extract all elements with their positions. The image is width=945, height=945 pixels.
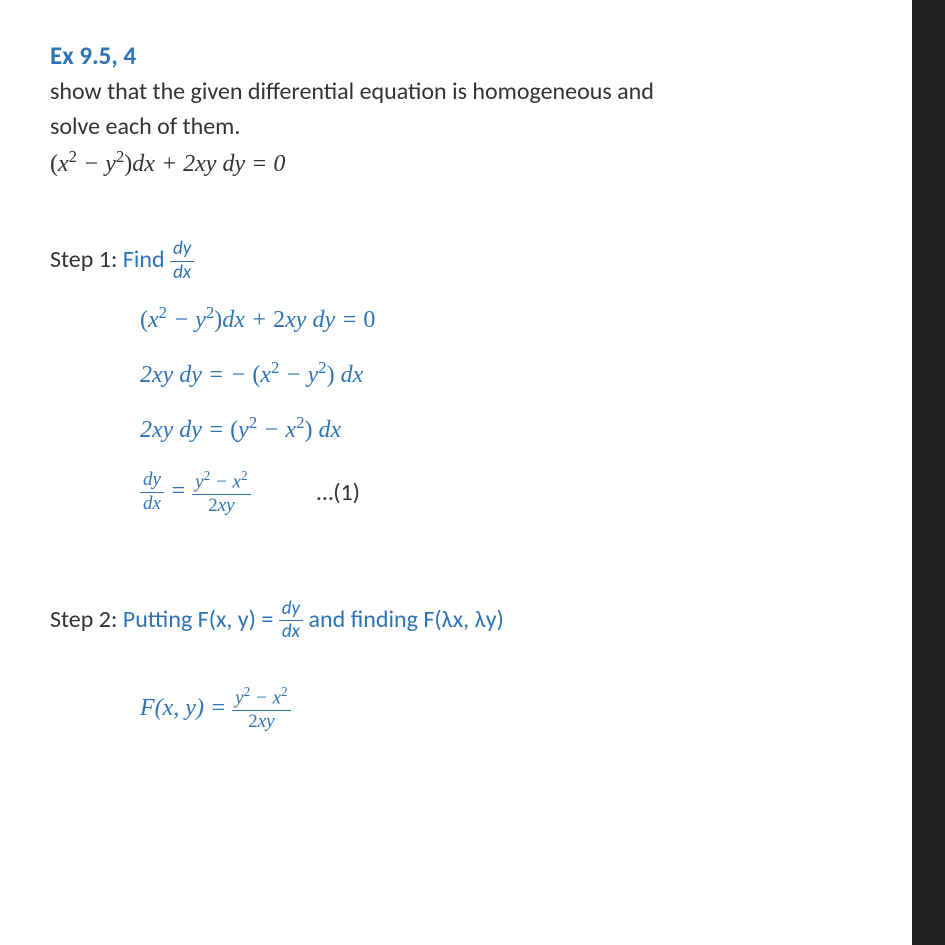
fraction-numerator: dy [140,469,164,493]
step2-eq1-rhs: y2 − x2 2xy [232,684,291,734]
step2-action-a: Putting F(x, y) = [123,605,279,634]
equals-sign: = [170,478,192,504]
step1-eq4-rhs: y2 − x2 2xy [192,468,251,518]
step2-eq1: F(x, y) = y2 − x2 2xy [140,684,862,734]
step2-dydx-fraction: dydx [279,598,303,645]
step2-eq1-lhs: F(x, y) = [140,695,232,721]
fraction-denominator: dx [279,621,303,644]
step1-eq2: 2xy dy = − (x2 − y2) dx [140,358,862,389]
fraction-numerator: y2 − x2 [232,684,291,711]
fraction-denominator: 2xy [232,711,291,734]
fraction-numerator: y2 − x2 [192,468,251,495]
problem-line-2: solve each of them. [50,112,862,141]
step1-eq3-c: dx [312,417,341,443]
step2-heading: Step 2: Putting F(x, y) = dydx and findi… [50,598,862,645]
step1-eq2-c: dx [335,362,364,388]
step1-heading: Step 1: Find dydx [50,238,862,285]
fraction-denominator: 2xy [192,495,251,518]
main-equation: (x2 − y2)dx + 2xy dy = 0 [50,147,862,178]
step1-eq3-a: 2xy dy = [140,417,230,443]
page-content: Ex 9.5, 4 show that the given differenti… [0,0,912,945]
step1-eq3: 2xy dy = (y2 − x2) dx [140,413,862,444]
fraction-numerator: dy [170,238,194,262]
step1-action: Find dydx [123,245,194,274]
fraction-numerator: dy [279,598,303,622]
fraction-denominator: dx [140,493,164,516]
step1-eq1: (x2 − y2)dx + 2xy dy = 0 [140,303,862,334]
step1-eq4-lhs: dy dx [140,469,164,516]
problem-line-1: show that the given differential equatio… [50,77,862,106]
step1-label: Step 1: [50,245,123,274]
step2-action-b: and finding F(λx, λy) [303,605,504,634]
step1-eq2-a: 2xy dy = − [140,362,252,388]
step2-label: Step 2: [50,605,123,634]
step2-action: Putting F(x, y) = dydx and finding F(λx,… [123,605,504,634]
step1-dydx-fraction: dydx [170,238,194,285]
right-sidebar [912,0,945,945]
step1-action-prefix: Find [123,245,170,274]
fraction-denominator: dx [170,262,194,285]
exercise-title: Ex 9.5, 4 [50,40,862,71]
equation-reference: …(1) [317,478,360,507]
step1-eq4: dy dx = y2 − x2 2xy …(1) [140,468,862,518]
